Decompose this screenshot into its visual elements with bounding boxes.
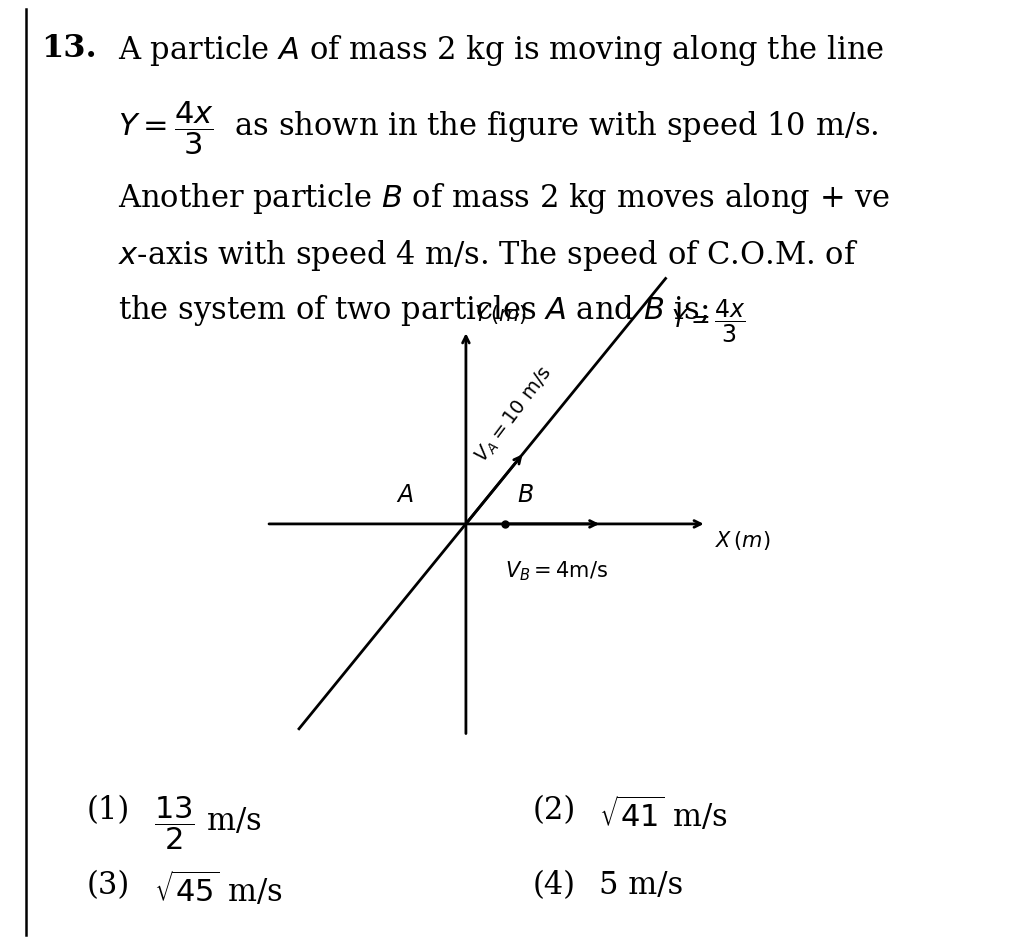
Text: $\sqrt{45}$ m/s: $\sqrt{45}$ m/s — [154, 870, 283, 909]
Text: Another particle $B$ of mass 2 kg moves along + ve: Another particle $B$ of mass 2 kg moves … — [118, 181, 890, 216]
Text: $X\,(m)$: $X\,(m)$ — [715, 529, 770, 551]
Text: $Y\,(m)$: $Y\,(m)$ — [474, 303, 527, 326]
Text: $\sqrt{41}$ m/s: $\sqrt{41}$ m/s — [599, 795, 728, 834]
Text: $\dfrac{13}{2}$ m/s: $\dfrac{13}{2}$ m/s — [154, 795, 261, 852]
Text: $Y = \dfrac{4x}{3}$  as shown in the figure with speed 10 m/s.: $Y = \dfrac{4x}{3}$ as shown in the figu… — [118, 99, 879, 157]
Text: $Y=\dfrac{4x}{3}$: $Y=\dfrac{4x}{3}$ — [671, 297, 745, 345]
Text: (4): (4) — [532, 870, 575, 902]
Text: $B$: $B$ — [517, 484, 534, 507]
Text: $V_B = 4\mathrm{m/s}$: $V_B = 4\mathrm{m/s}$ — [505, 560, 608, 583]
Text: (1): (1) — [87, 795, 130, 826]
Text: 13.: 13. — [41, 33, 96, 64]
Text: A particle $A$ of mass 2 kg is moving along the line: A particle $A$ of mass 2 kg is moving al… — [118, 33, 884, 68]
Text: 5 m/s: 5 m/s — [599, 870, 683, 902]
Text: $V_A{=}10\ \mathrm{m/s}$: $V_A{=}10\ \mathrm{m/s}$ — [471, 362, 557, 467]
Text: $A$: $A$ — [395, 484, 414, 507]
Text: $x$-axis with speed 4 m/s. The speed of C.O.M. of: $x$-axis with speed 4 m/s. The speed of … — [118, 238, 858, 273]
Text: (2): (2) — [532, 795, 575, 826]
Text: (3): (3) — [87, 870, 130, 902]
Text: the system of two particles $A$ and $B$ is;: the system of two particles $A$ and $B$ … — [118, 293, 708, 328]
